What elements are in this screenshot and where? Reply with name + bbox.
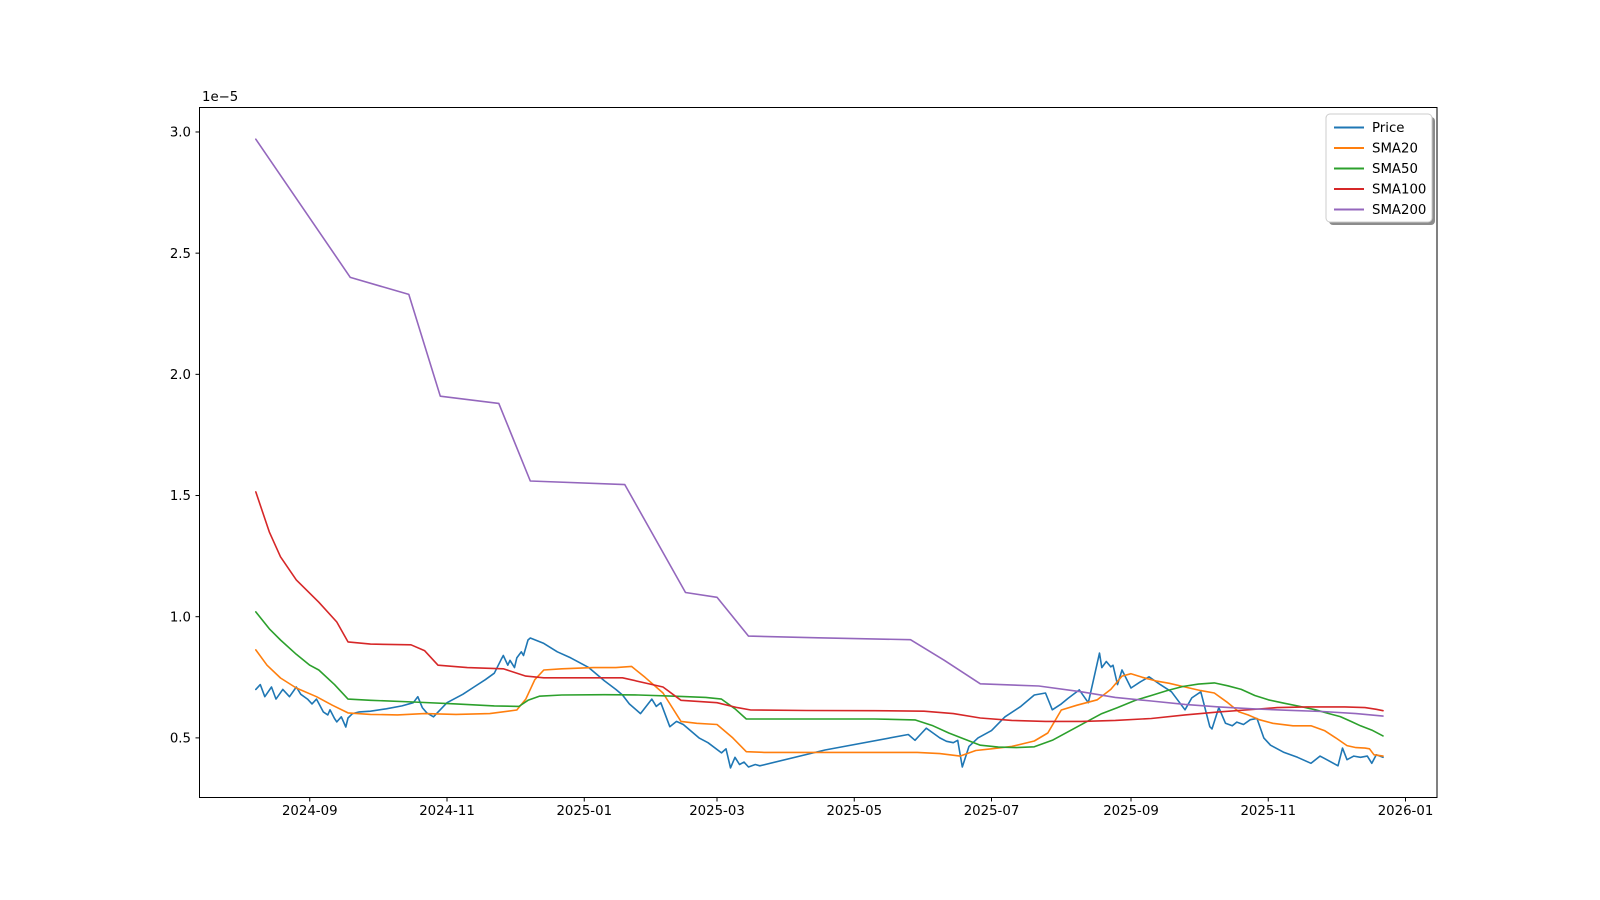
y-tick-label: 1.5 bbox=[170, 489, 191, 504]
y-axis: 0.5 1.0 1.5 2.0 2.5 3.0 bbox=[170, 126, 200, 747]
x-tick-label: 2025-01 bbox=[556, 804, 612, 819]
plot-area bbox=[199, 107, 1438, 798]
y-tick-label: 0.5 bbox=[170, 732, 191, 747]
legend-entry: Price bbox=[1334, 121, 1404, 136]
legend-entry: SMA100 bbox=[1334, 183, 1426, 198]
series-line-sma200 bbox=[255, 138, 1384, 717]
x-axis: 2024-09 2024-11 2025-01 2025-03 2025-05 2025-… bbox=[282, 797, 1434, 819]
series-line-sma50 bbox=[255, 611, 1384, 749]
y-tick-label: 2.0 bbox=[170, 368, 191, 383]
legend-frame bbox=[1325, 113, 1433, 223]
x-tick-label: 2025-11 bbox=[1240, 804, 1296, 819]
x-tick-label: 2024-11 bbox=[419, 804, 475, 819]
y-tick-label: 2.5 bbox=[170, 247, 191, 262]
legend-entry: SMA50 bbox=[1334, 162, 1418, 177]
y-tick-label: 3.0 bbox=[170, 126, 191, 141]
y-axis-offset-label: 1e−5 bbox=[202, 90, 238, 105]
y-tick-label: 1.0 bbox=[170, 610, 191, 625]
x-tick-label: 2024-09 bbox=[282, 804, 338, 819]
legend-entry: SMA200 bbox=[1334, 203, 1426, 218]
x-tick-label: 2025-09 bbox=[1103, 804, 1159, 819]
legend-label: SMA100 bbox=[1372, 183, 1426, 198]
x-tick-label: 2025-05 bbox=[826, 804, 882, 819]
x-tick-label: 2025-03 bbox=[689, 804, 745, 819]
legend-label: SMA20 bbox=[1372, 142, 1418, 157]
legend-label: SMA200 bbox=[1372, 203, 1426, 218]
legend-label: SMA50 bbox=[1372, 162, 1418, 177]
series-line-sma20 bbox=[255, 649, 1384, 757]
series-lines bbox=[255, 138, 1384, 769]
legend-label: Price bbox=[1372, 121, 1404, 136]
x-tick-label: 2025-07 bbox=[964, 804, 1020, 819]
legend: Price SMA20 SMA50 SMA100 SMA200 bbox=[1325, 113, 1435, 225]
legend-entry: SMA20 bbox=[1334, 142, 1418, 157]
series-line-sma100 bbox=[255, 491, 1384, 723]
x-tick-label: 2026-01 bbox=[1378, 804, 1434, 819]
series-line-price bbox=[255, 637, 1384, 769]
